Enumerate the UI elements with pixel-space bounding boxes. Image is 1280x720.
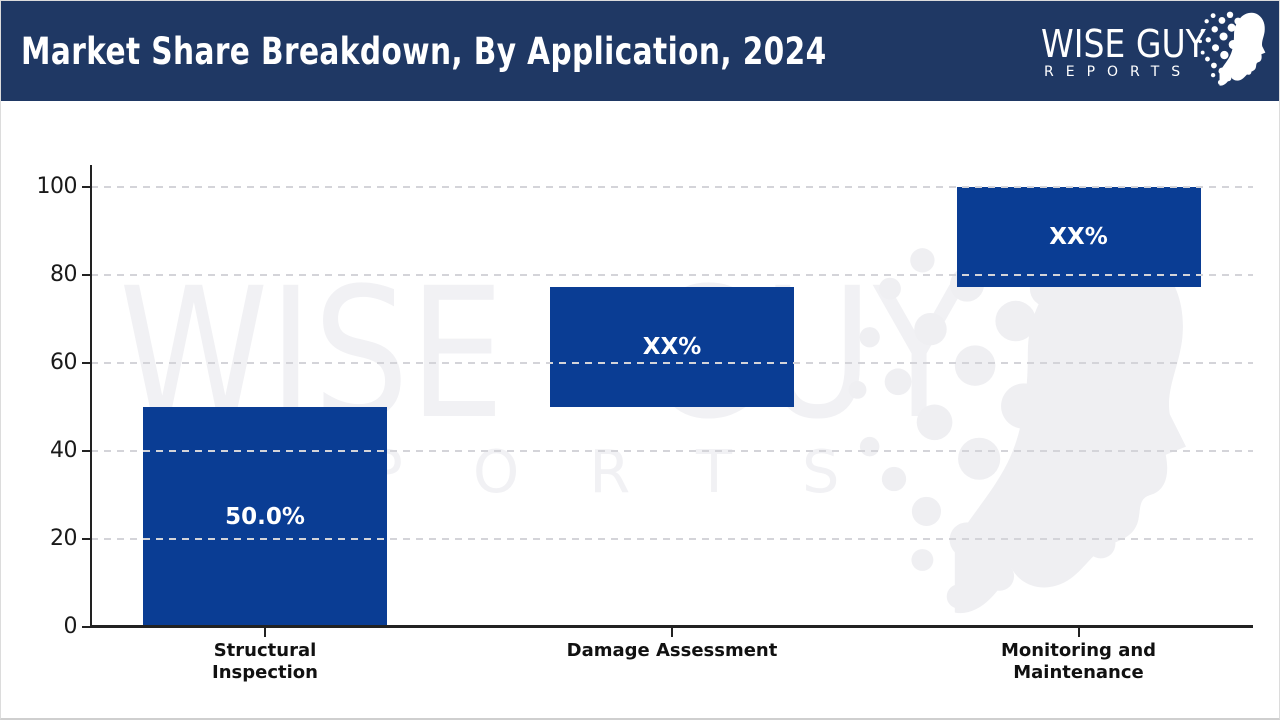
bar-value-label: XX% (1049, 223, 1108, 250)
y-tick-label-100: 100 (36, 174, 78, 199)
y-tick-label-20: 20 (50, 526, 78, 551)
category-label-line: Structural (213, 640, 317, 661)
bar-value-label: XX% (642, 333, 702, 360)
gridline-60 (91, 362, 1253, 364)
y-tick-100 (82, 186, 91, 188)
logo-wordmark: WISE GUY (1041, 22, 1206, 66)
x-axis-spine (90, 625, 1253, 628)
bar-structural-inspection: 50.0% (143, 407, 387, 627)
y-tick-40 (82, 450, 91, 452)
y-tick-80 (82, 274, 91, 276)
gridline-100 (91, 186, 1253, 188)
x-tick-label-damage-assessment: Damage Assessment (512, 640, 832, 662)
gridline-80 (91, 274, 1253, 276)
y-tick-label-80: 80 (50, 262, 78, 287)
x-tick-structural-inspection (264, 628, 266, 637)
bar-damage-assessment: XX% (550, 286, 794, 407)
y-tick-label-60: 60 (50, 350, 78, 375)
y-tick-label-0: 0 (63, 614, 78, 639)
y-tick-60 (82, 362, 91, 364)
y-axis-spine (90, 165, 92, 628)
gridline-40 (91, 450, 1253, 452)
bar-monitoring-and-maintenance: XX% (956, 187, 1201, 287)
category-label-line: Damage Assessment (566, 640, 778, 661)
x-tick-label-monitoring-and-maintenance: Monitoring and Maintenance (919, 640, 1239, 684)
y-tick-0 (82, 626, 91, 628)
logo-subtext: REPORTS (1044, 64, 1193, 80)
y-tick-20 (82, 538, 91, 540)
dot-face-profile-icon (1198, 11, 1266, 86)
y-tick-label-40: 40 (50, 438, 78, 463)
category-label-line: Maintenance (1013, 662, 1144, 683)
x-tick-damage-assessment (671, 628, 673, 637)
bar-value-label: 50.0% (225, 504, 305, 530)
x-tick-monitoring-and-maintenance (1077, 628, 1080, 637)
chart-title: Market Share Breakdown, By Application, … (21, 29, 827, 73)
gridline-20 (91, 538, 1253, 540)
header-band: Market Share Breakdown, By Application, … (1, 1, 1279, 101)
category-label-line: Inspection (212, 662, 318, 683)
x-tick-label-structural-inspection: Structural Inspection (105, 640, 425, 684)
category-label-line: Monitoring and (1000, 640, 1157, 661)
wiseguy-logo: WISE GUY REPORTS (1027, 1, 1267, 101)
